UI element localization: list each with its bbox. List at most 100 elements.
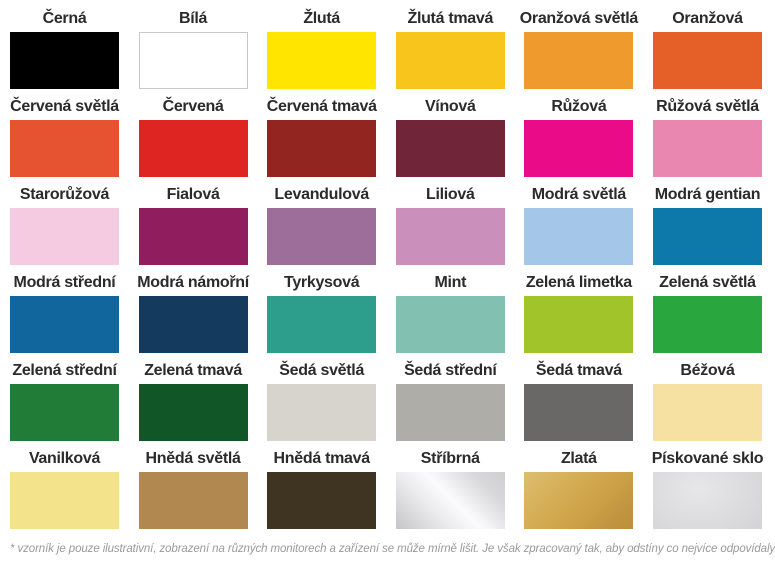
swatch-label: Vínová <box>424 98 476 115</box>
swatch-cell: Vínová <box>395 90 505 177</box>
swatch-cell: Hnědá světlá <box>138 442 248 529</box>
swatch-label: Červená tmavá <box>266 98 377 115</box>
swatch-label: Modrá námořní <box>137 274 249 291</box>
color-swatch <box>524 384 634 441</box>
swatch-cell: Červená <box>138 90 248 177</box>
swatch-label: Růžová světlá <box>656 98 759 115</box>
color-swatch <box>267 208 377 265</box>
color-swatch <box>524 472 634 529</box>
footnote: * vzorník je pouze ilustrativní, zobraze… <box>10 543 775 555</box>
swatch-cell: Růžová světlá <box>652 90 762 177</box>
color-swatch <box>10 296 119 353</box>
swatch-label: Šedá světlá <box>279 362 365 379</box>
swatch-label: Oranžová světlá <box>519 10 639 27</box>
swatch-label: Oranžová <box>672 10 743 27</box>
color-swatch <box>395 208 505 265</box>
swatch-label: Fialová <box>166 186 220 203</box>
color-swatch <box>267 472 377 529</box>
swatch-cell: Starorůžová <box>10 178 119 265</box>
swatch-cell: Tyrkysová <box>267 266 377 353</box>
swatch-cell: Bílá <box>138 2 248 89</box>
swatch-label: Žlutá <box>303 10 341 27</box>
swatch-cell: Levandulová <box>267 178 377 265</box>
color-swatch <box>10 32 119 89</box>
color-swatch <box>395 472 505 529</box>
color-swatch <box>395 296 505 353</box>
swatch-label: Zelená tmavá <box>144 362 242 379</box>
swatch-label: Zelená limetka <box>525 274 632 291</box>
swatch-cell: Šedá tmavá <box>524 354 634 441</box>
swatch-label: Liliová <box>425 186 475 203</box>
swatch-label: Šedá střední <box>404 362 497 379</box>
swatch-cell: Modrá námořní <box>137 266 249 353</box>
swatch-cell: Hnědá tmavá <box>267 442 377 529</box>
swatch-label: Pískované sklo <box>651 450 764 467</box>
color-swatch <box>395 384 505 441</box>
swatch-label: Stříbrná <box>420 450 480 467</box>
color-swatch <box>138 120 248 177</box>
swatch-label: Béžová <box>680 362 735 379</box>
swatch-label: Levandulová <box>274 186 369 203</box>
swatch-cell: Zelená světlá <box>652 266 762 353</box>
swatch-label: Hnědá světlá <box>145 450 241 467</box>
swatch-cell: Zelená limetka <box>524 266 634 353</box>
color-swatch <box>267 120 377 177</box>
swatch-grid: Černá Bílá Žlutá Žlutá tmavá Oranžová světlá… <box>10 2 764 529</box>
swatch-label: Mint <box>434 274 467 291</box>
swatch-label: Hnědá tmavá <box>273 450 371 467</box>
color-swatch <box>652 120 762 177</box>
swatch-cell: Šedá střední <box>395 354 505 441</box>
color-swatch <box>138 296 248 353</box>
swatch-cell: Černá <box>10 2 119 89</box>
swatch-cell: Žlutá <box>267 2 377 89</box>
color-swatch <box>652 296 762 353</box>
swatch-cell: Červená světlá <box>10 90 119 177</box>
swatch-cell: Modrá střední <box>10 266 119 353</box>
swatch-label: Červená světlá <box>10 98 119 115</box>
swatch-cell: Zelená střední <box>10 354 119 441</box>
swatch-label: Modrá světlá <box>531 186 627 203</box>
swatch-cell: Oranžová <box>652 2 762 89</box>
swatch-cell: Žlutá tmavá <box>395 2 505 89</box>
swatch-cell: Zelená tmavá <box>138 354 248 441</box>
swatch-label: Šedá tmavá <box>535 362 622 379</box>
swatch-cell: Fialová <box>138 178 248 265</box>
color-swatch <box>138 384 248 441</box>
color-swatch <box>267 296 377 353</box>
color-swatch <box>524 296 634 353</box>
color-swatch <box>10 208 119 265</box>
color-swatch <box>267 32 377 89</box>
swatch-cell: Liliová <box>395 178 505 265</box>
color-swatch <box>10 384 119 441</box>
swatch-label: Zelená střední <box>12 362 117 379</box>
swatch-label: Starorůžová <box>19 186 110 203</box>
swatch-label: Žlutá tmavá <box>407 10 494 27</box>
color-swatch <box>138 472 248 529</box>
swatch-cell: Pískované sklo <box>651 442 764 529</box>
color-swatch <box>652 208 762 265</box>
swatch-label: Růžová <box>551 98 607 115</box>
swatch-cell: Zlatá <box>524 442 634 529</box>
swatch-cell: Mint <box>395 266 505 353</box>
swatch-cell: Vanilková <box>10 442 119 529</box>
swatch-cell: Oranžová světlá <box>519 2 639 89</box>
color-swatch <box>524 208 634 265</box>
swatch-label: Červená <box>162 98 224 115</box>
color-swatch <box>395 32 505 89</box>
swatch-cell: Stříbrná <box>395 442 505 529</box>
color-swatch <box>652 384 762 441</box>
color-swatch <box>10 120 119 177</box>
swatch-cell: Červená tmavá <box>266 90 377 177</box>
swatch-cell: Šedá světlá <box>267 354 377 441</box>
swatch-label: Vanilková <box>28 450 101 467</box>
color-swatch <box>138 208 248 265</box>
swatch-label: Zelená světlá <box>659 274 756 291</box>
swatch-label: Tyrkysová <box>284 274 360 291</box>
swatch-label: Bílá <box>179 10 208 27</box>
color-swatch <box>395 120 505 177</box>
color-swatch <box>138 32 248 89</box>
color-swatch <box>652 32 762 89</box>
swatch-cell: Růžová <box>524 90 634 177</box>
color-swatch <box>652 472 762 529</box>
swatch-cell: Modrá světlá <box>524 178 634 265</box>
